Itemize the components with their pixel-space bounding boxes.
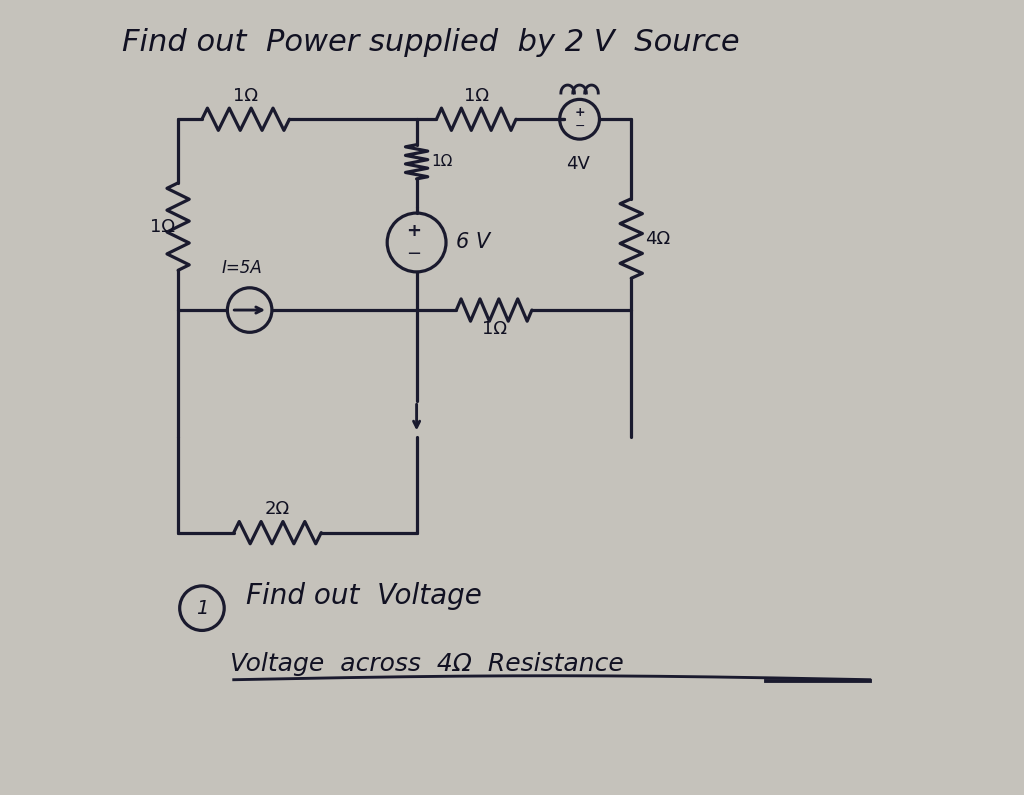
Text: +: + xyxy=(406,223,421,240)
Text: 1Ω: 1Ω xyxy=(481,320,507,338)
Text: 2Ω: 2Ω xyxy=(265,500,290,518)
Text: 1Ω: 1Ω xyxy=(464,87,488,105)
Text: 6 V: 6 V xyxy=(457,232,490,253)
Text: 1Ω: 1Ω xyxy=(431,154,453,169)
Text: −: − xyxy=(406,245,421,262)
Text: +: + xyxy=(574,107,585,119)
Text: 1Ω: 1Ω xyxy=(151,218,175,235)
Text: Voltage  across  4Ω  Resistance: Voltage across 4Ω Resistance xyxy=(229,652,624,676)
Text: I=5A: I=5A xyxy=(221,258,262,277)
Text: 4V: 4V xyxy=(566,155,590,173)
Text: Find out  Power supplied  by 2 V  Source: Find out Power supplied by 2 V Source xyxy=(123,28,740,56)
Text: 1Ω: 1Ω xyxy=(233,87,258,105)
Text: Find out  Voltage: Find out Voltage xyxy=(246,582,481,611)
Text: 4Ω: 4Ω xyxy=(645,230,671,247)
Text: −: − xyxy=(574,120,585,133)
Text: 1: 1 xyxy=(196,599,208,618)
